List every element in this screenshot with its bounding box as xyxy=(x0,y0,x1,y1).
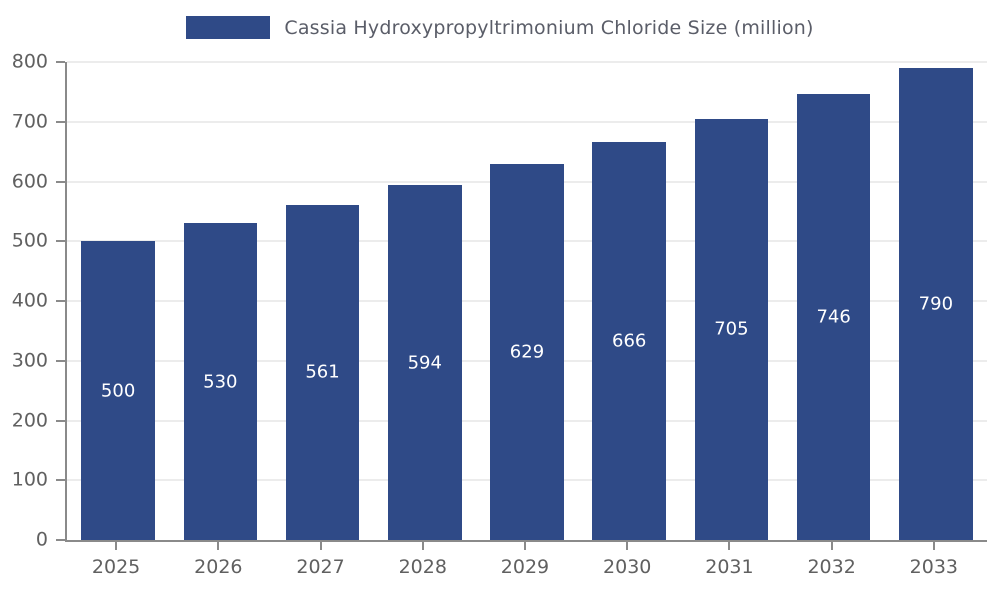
bar-value-label: 746 xyxy=(816,306,851,328)
bar-2032: 746 xyxy=(796,94,871,540)
y-tick-label: 700 xyxy=(11,110,48,133)
bar-2030: 666 xyxy=(592,142,666,540)
y-tick-mark xyxy=(56,479,65,482)
gridline xyxy=(67,121,987,123)
x-axis-labels: 2025 2026 2027 2028 2029 2030 2031 2032 2033 xyxy=(65,542,985,578)
x-tick-label: 2026 xyxy=(167,542,269,578)
plot-area: 500 530 561 594 629 666 705 746 790 xyxy=(56,61,987,542)
bar-slot: 790 xyxy=(885,62,987,540)
y-tick-mark xyxy=(56,539,65,541)
y-tick-mark xyxy=(56,240,65,243)
bar-2025: 500 xyxy=(81,241,155,540)
y-tick-mark xyxy=(56,300,65,302)
bar-2031: 705 xyxy=(694,118,769,540)
y-tick-label: 600 xyxy=(11,170,48,192)
x-tick-label: 2028 xyxy=(372,542,474,578)
y-tick-mark xyxy=(56,61,65,63)
bars: 500 530 561 594 629 666 705 746 790 xyxy=(67,62,987,540)
bar-slot: 561 xyxy=(271,62,373,540)
y-tick-label: 800 xyxy=(11,50,48,73)
x-tick-label: 2033 xyxy=(883,542,985,578)
bar-slot: 666 xyxy=(578,62,680,540)
bar-slot: 500 xyxy=(67,62,169,540)
y-tick-label: 200 xyxy=(11,409,48,431)
x-tick-label: 2029 xyxy=(474,542,576,578)
y-tick-label: 300 xyxy=(11,349,48,372)
y-tick-label: 100 xyxy=(11,468,48,491)
bar-value-label: 561 xyxy=(305,361,340,383)
bar-2026: 530 xyxy=(183,223,258,540)
bar-value-label: 500 xyxy=(100,380,136,402)
bar-2028: 594 xyxy=(387,185,462,540)
y-tick-label: 500 xyxy=(11,229,48,252)
legend-label: Cassia Hydroxypropyltrimonium Chloride S… xyxy=(284,16,814,39)
bar-slot: 530 xyxy=(169,62,271,540)
x-tick-label: 2032 xyxy=(781,542,883,578)
y-axis-labels: 0 100 200 300 400 500 600 700 800 xyxy=(0,52,48,549)
bar-2027: 561 xyxy=(285,204,360,540)
y-tick-label: 0 xyxy=(35,528,48,551)
y-tick-mark xyxy=(56,359,65,362)
x-tick-label: 2030 xyxy=(576,542,678,578)
y-tick-label: 400 xyxy=(11,289,48,312)
x-tick-label: 2031 xyxy=(678,542,780,578)
bar-2033: 790 xyxy=(899,67,973,540)
y-tick-mark xyxy=(56,419,65,422)
bar-slot: 629 xyxy=(476,62,578,540)
bar-value-label: 629 xyxy=(509,341,545,363)
bar-slot: 705 xyxy=(680,62,782,540)
bar-value-label: 530 xyxy=(203,371,238,393)
x-tick-label: 2025 xyxy=(65,542,167,578)
y-tick-mark xyxy=(56,180,65,183)
bar-slot: 594 xyxy=(374,62,476,540)
x-tick-label: 2027 xyxy=(269,542,371,578)
bar-value-label: 705 xyxy=(714,318,749,340)
legend-swatch xyxy=(186,16,271,39)
bar-slot: 746 xyxy=(783,62,885,540)
gridline xyxy=(67,61,987,63)
bar-value-label: 790 xyxy=(918,293,954,315)
bar-value-label: 666 xyxy=(612,330,647,352)
legend: Cassia Hydroxypropyltrimonium Chloride S… xyxy=(0,16,1000,39)
bar-2029: 629 xyxy=(490,164,564,540)
y-tick-mark xyxy=(56,120,65,123)
bar-value-label: 594 xyxy=(407,352,442,374)
